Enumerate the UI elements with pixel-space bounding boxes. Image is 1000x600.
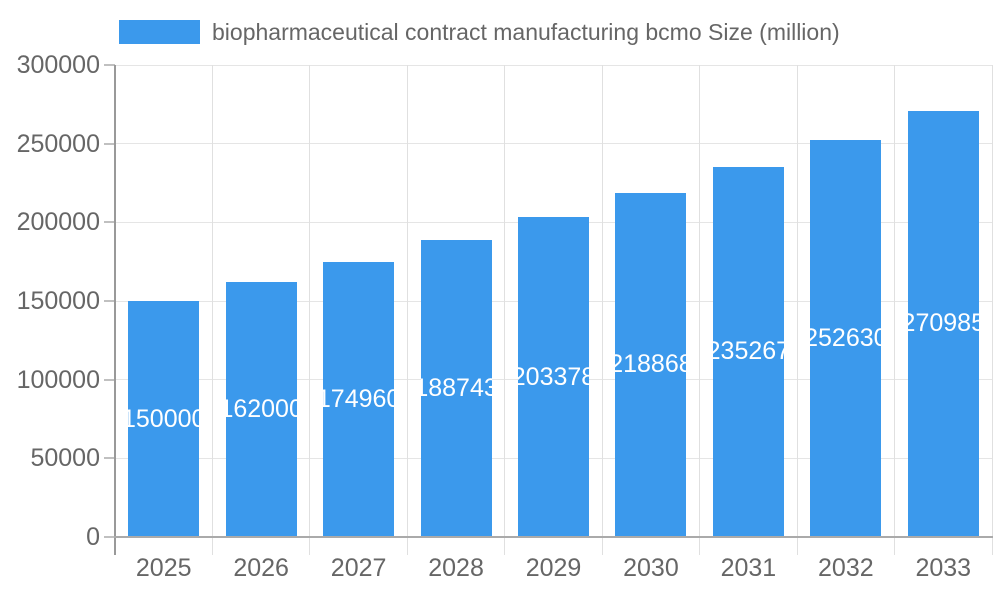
v-gridline [601,65,603,555]
v-gridline [894,65,896,555]
v-gridline [991,65,993,555]
bar-value-label: 203378 [518,362,589,391]
legend-swatch [119,20,200,44]
bar: 150000 [128,301,200,537]
legend-label: biopharmaceutical contract manufacturing… [212,18,840,45]
v-gridline [406,65,408,555]
bar: 235267 [712,166,784,537]
bar: 188743 [420,240,492,537]
y-tick-label: 250000 [16,129,100,158]
h-gridline [115,143,992,145]
y-axis-line [114,65,116,555]
y-tick-mark [104,142,115,145]
bar-value-label: 162000 [225,395,297,424]
y-tick-label: 300000 [16,51,100,79]
v-gridline [796,65,798,555]
bar-value-label: 235267 [712,337,784,366]
x-tick-label: 2027 [330,554,387,582]
y-tick-label: 0 [86,523,100,551]
y-tick-label: 100000 [16,365,100,394]
chart-legend: biopharmaceutical contract manufacturing… [119,17,840,47]
x-tick-label: 2031 [720,554,777,582]
x-tick-label: 2026 [233,554,289,582]
y-tick-mark [104,536,115,538]
bar: 203378 [518,217,589,537]
bar: 270985 [907,110,979,537]
h-gridline [115,64,992,66]
bar-value-label: 188743 [420,374,492,402]
bar: 174960 [323,261,395,537]
y-tick-mark [104,64,115,66]
bar-value-label: 252630 [810,323,882,352]
y-tick-mark [104,300,115,302]
bar-value-label: 150000 [128,404,200,433]
x-axis-line [114,536,993,538]
x-tick-label: 2028 [428,554,484,582]
bar: 162000 [225,282,297,537]
bar-value-label: 174960 [323,384,395,413]
y-tick-mark [104,457,115,460]
x-tick-label: 2032 [818,554,874,582]
x-tick-label: 2033 [915,554,972,582]
bar-value-label: 270985 [907,309,979,338]
v-gridline [504,65,506,555]
v-gridline [699,65,701,555]
y-tick-label: 50000 [30,444,100,473]
y-tick-mark [104,221,115,224]
x-tick-label: 2025 [135,554,192,582]
y-tick-label: 200000 [16,208,100,237]
y-tick-mark [104,378,115,381]
v-gridline [309,65,311,555]
x-tick-label: 2029 [525,554,582,582]
bar: 218868 [615,192,687,537]
bar: 252630 [810,139,882,537]
v-gridline [211,65,213,555]
bar-value-label: 218868 [615,350,687,379]
x-tick-label: 2030 [623,554,679,582]
y-tick-label: 150000 [16,287,100,315]
